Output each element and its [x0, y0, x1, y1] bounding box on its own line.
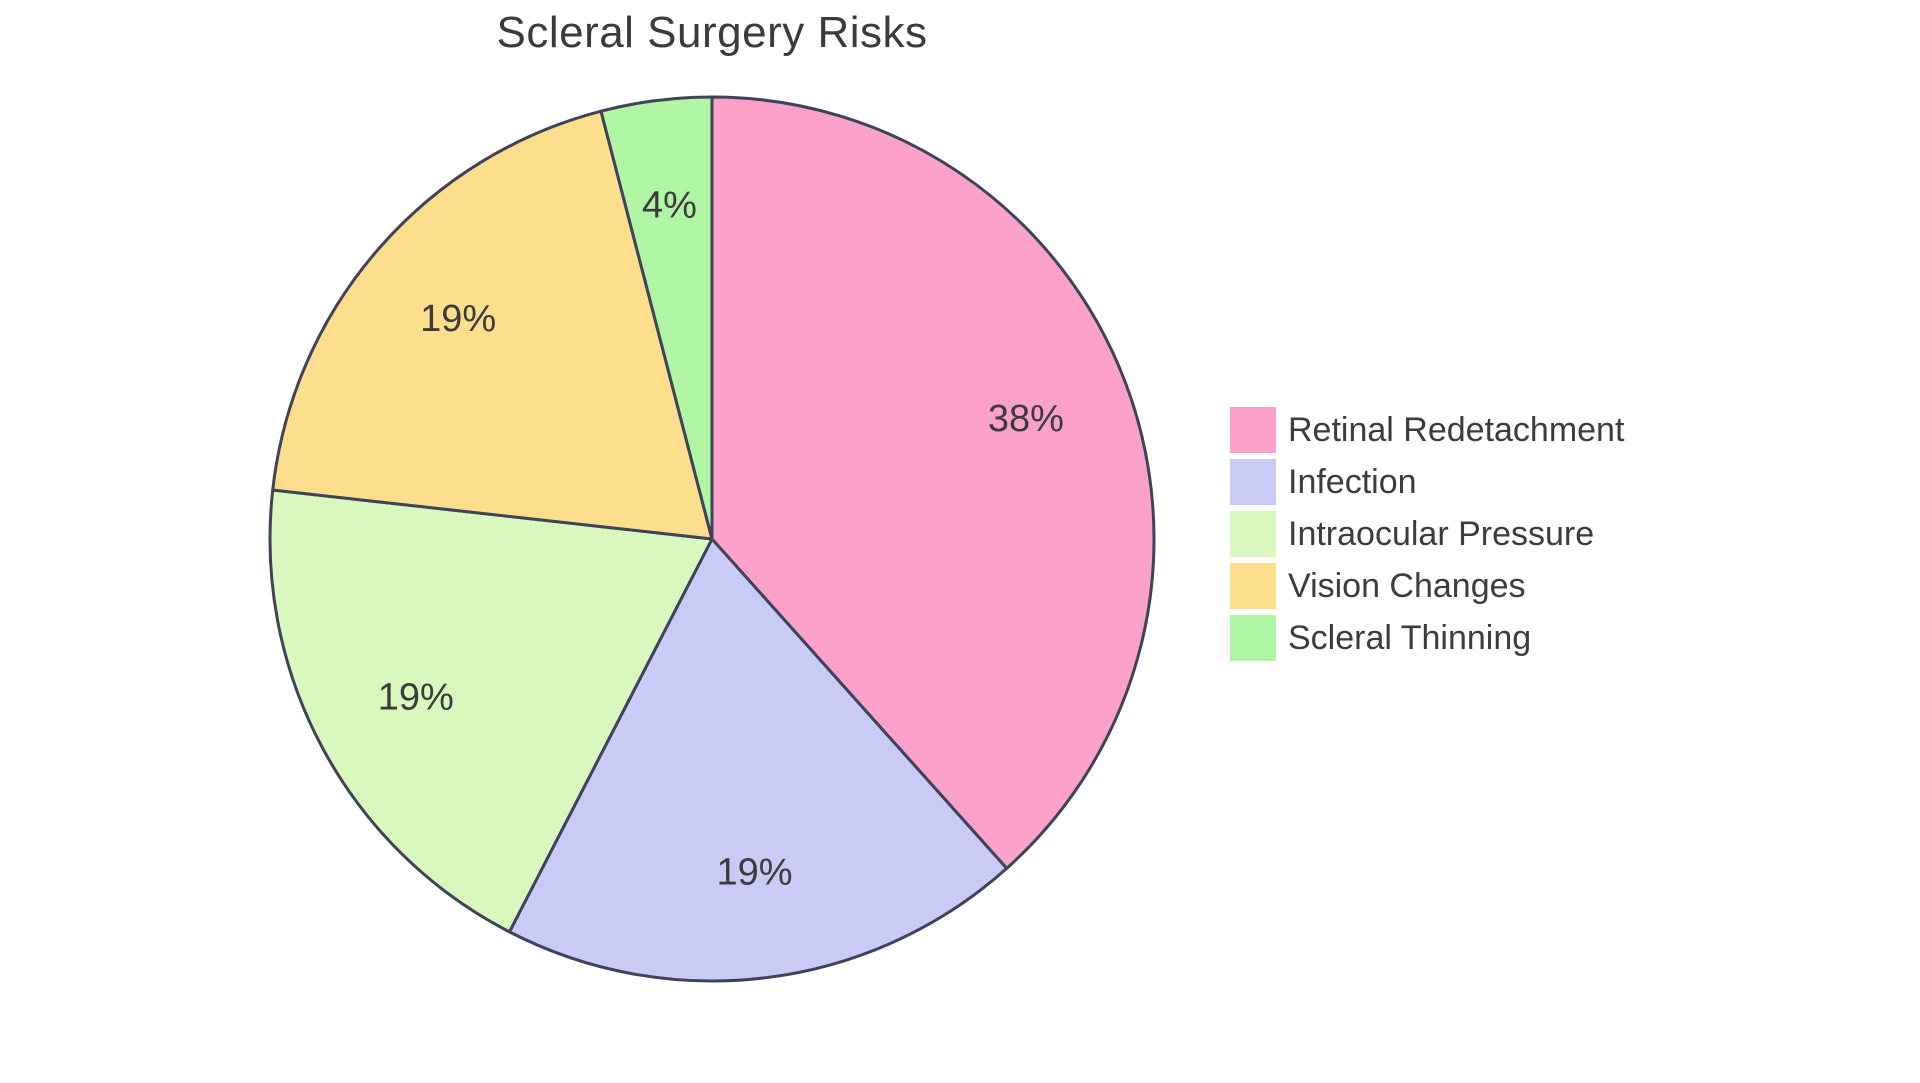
- legend-swatch: [1230, 407, 1276, 453]
- pie-slice-intraocular-pressure: [268, 488, 714, 934]
- legend-swatch: [1230, 459, 1276, 505]
- slice-percent-label: 19%: [420, 298, 496, 340]
- legend-label: Scleral Thinning: [1288, 619, 1532, 657]
- legend-swatch: [1230, 511, 1276, 557]
- pie-slice-infection: [507, 537, 1009, 983]
- pie-slice-retinal-redetachment: [710, 95, 1156, 870]
- legend-swatch: [1230, 563, 1276, 609]
- pie-slice-vision-changes: [271, 109, 714, 541]
- legend-swatch: [1230, 615, 1276, 661]
- legend-item: Vision Changes: [1230, 563, 1624, 609]
- legend-item: Intraocular Pressure: [1230, 511, 1624, 557]
- legend-item: Retinal Redetachment: [1230, 407, 1624, 453]
- legend-item: Scleral Thinning: [1230, 615, 1624, 661]
- slice-percent-label: 4%: [642, 185, 697, 227]
- slice-percent-label: 19%: [378, 677, 454, 719]
- slice-percent-label: 19%: [716, 851, 792, 893]
- legend: Retinal Redetachment Infection Intraocular…: [1230, 407, 1624, 667]
- legend-label: Infection: [1288, 463, 1417, 501]
- legend-label: Intraocular Pressure: [1288, 515, 1595, 553]
- legend-item: Infection: [1230, 459, 1624, 505]
- legend-label: Vision Changes: [1288, 567, 1526, 605]
- chart-title: Scleral Surgery Risks: [496, 8, 928, 57]
- pie-slice-scleral-thinning: [599, 95, 714, 541]
- legend-label: Retinal Redetachment: [1288, 411, 1625, 449]
- slice-percent-label: 38%: [988, 398, 1064, 440]
